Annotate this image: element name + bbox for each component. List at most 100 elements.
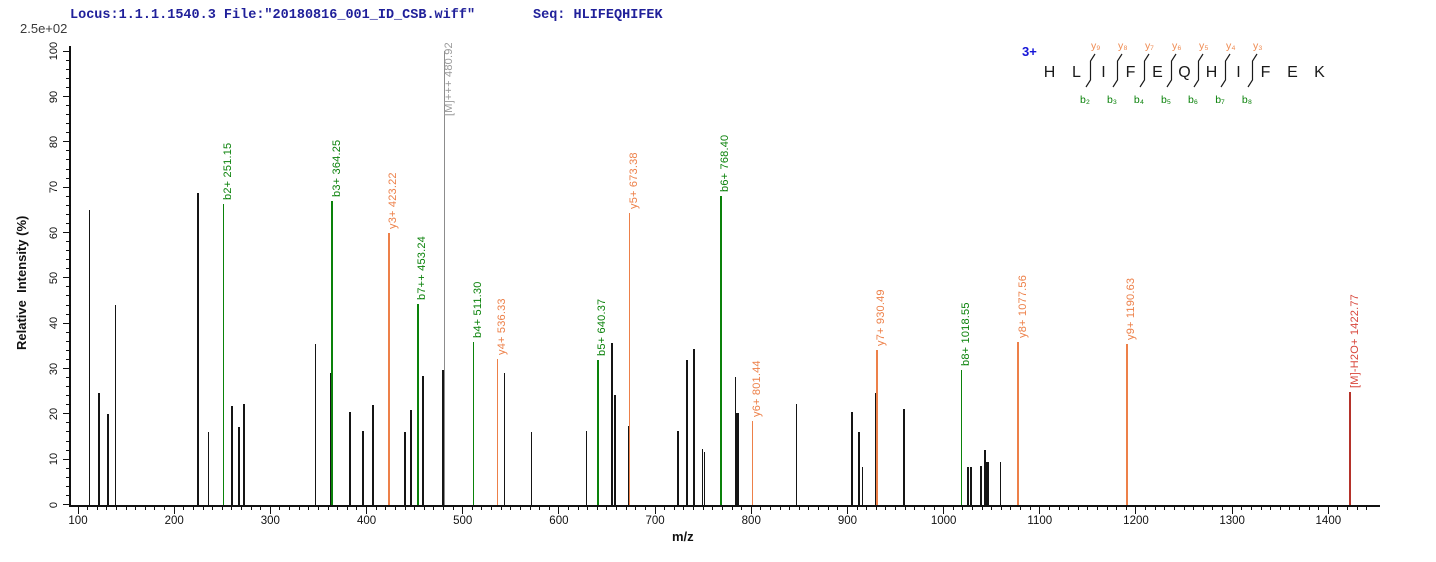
y-ion-label: y₅ <box>1199 40 1209 52</box>
x-tick-minor <box>327 506 329 510</box>
peak <box>970 467 972 505</box>
residue-letter: K <box>1314 64 1325 81</box>
x-tick-minor <box>741 506 743 510</box>
y-tick-major <box>63 322 70 324</box>
header-locus-file: Locus:1.1.1.1540.3 File:"20180816_001_ID… <box>70 8 476 23</box>
y-tick-minor <box>66 286 70 288</box>
b-ion-label: b₄ <box>1133 94 1145 106</box>
y-ion-label: y₈ <box>1118 40 1128 52</box>
y-tick-minor <box>66 86 70 88</box>
x-tick-major <box>77 506 79 514</box>
x-tick-major <box>269 506 271 514</box>
y-tick-major <box>63 50 70 52</box>
peak-label: b3+ 364.25 <box>330 139 343 197</box>
x-tick-minor <box>346 506 348 510</box>
x-tick-minor <box>577 506 579 510</box>
x-tick-minor <box>212 506 214 510</box>
x-tick-label: 1300 <box>1219 515 1245 527</box>
x-tick-label: 900 <box>837 515 858 527</box>
x-tick-minor <box>885 506 887 510</box>
x-tick-minor <box>1154 506 1156 510</box>
x-tick-minor <box>1289 506 1291 510</box>
x-tick-minor <box>923 506 925 510</box>
x-tick-minor <box>856 506 858 510</box>
x-tick-minor <box>693 506 695 510</box>
x-tick-minor <box>414 506 416 510</box>
peak <box>693 349 695 505</box>
b-ion-label: b₇ <box>1215 94 1225 106</box>
x-tick-minor <box>895 506 897 510</box>
y-tick-minor <box>66 168 70 170</box>
x-tick-minor <box>452 506 454 510</box>
x-tick-minor <box>971 506 973 510</box>
y-tick-minor <box>66 77 70 79</box>
y-tick-minor <box>66 159 70 161</box>
peak <box>999 462 1002 505</box>
x-tick-label: 800 <box>741 515 761 527</box>
x-tick-minor <box>308 506 310 510</box>
y-ion-label: y₆ <box>1172 40 1182 52</box>
x-tick-major <box>654 506 656 514</box>
peak <box>985 462 989 505</box>
x-tick-minor <box>337 506 339 510</box>
b-ion-label: b₈ <box>1241 94 1253 106</box>
y-tick-label: 0 <box>48 501 60 508</box>
fragmentation-mark-icon <box>1166 53 1177 88</box>
x-tick-minor <box>1270 506 1272 510</box>
peak-label: b5+ 640.37 <box>596 298 609 357</box>
y-tick-minor <box>66 340 70 342</box>
x-tick-minor <box>433 506 435 510</box>
x-tick-minor <box>548 506 550 510</box>
y-tick-minor <box>66 123 70 125</box>
y-tick-minor <box>66 150 70 152</box>
peak <box>967 467 969 505</box>
x-tick-minor <box>789 506 791 510</box>
labeled-peak <box>331 200 333 505</box>
peak-label: y3+ 423.22 <box>387 171 400 229</box>
x-tick-minor <box>952 506 954 510</box>
peak <box>404 431 406 505</box>
x-tick-minor <box>1356 506 1358 510</box>
x-tick-minor <box>933 506 935 510</box>
x-tick-minor <box>827 506 829 510</box>
peak <box>88 210 91 505</box>
x-tick-minor <box>500 506 502 510</box>
b-ion-label: b₂ <box>1080 94 1090 106</box>
charge-state-label: 3+ <box>1022 44 1037 59</box>
y-tick-label: 80 <box>48 135 60 148</box>
y-tick-minor <box>66 422 70 424</box>
y-tick-minor <box>66 377 70 379</box>
x-tick-minor <box>1202 506 1204 510</box>
peak-label: b4+ 511.30 <box>472 281 485 339</box>
x-tick-minor <box>164 506 166 510</box>
labeled-peak <box>1126 344 1128 505</box>
peak <box>627 425 630 505</box>
x-tick-major <box>366 506 368 514</box>
y-tick-major <box>63 458 70 460</box>
peak-label: b8+ 1018.55 <box>959 302 972 366</box>
x-tick-minor <box>991 506 993 510</box>
x-tick-minor <box>279 506 281 510</box>
x-tick-minor <box>87 506 89 510</box>
x-tick-minor <box>154 506 156 510</box>
x-tick-minor <box>1318 506 1320 510</box>
x-tick-minor <box>1173 506 1175 510</box>
x-tick-minor <box>1279 506 1281 510</box>
fragmentation-mark-icon <box>1220 53 1231 88</box>
peak-label: [M]-H2O+ 1422.77 <box>1348 294 1361 389</box>
x-tick-minor <box>144 506 146 510</box>
peak <box>362 430 365 505</box>
x-tick-label: 300 <box>260 515 280 527</box>
peak-label: y9+ 1190.63 <box>1125 278 1138 341</box>
y-tick-label: 60 <box>48 226 60 239</box>
y-tick-minor <box>66 440 70 442</box>
x-tick-minor <box>135 506 137 510</box>
x-axis-title: m/z <box>672 529 694 544</box>
x-tick-minor <box>442 506 444 510</box>
y-ion-label: y₇ <box>1145 40 1154 52</box>
peak-label: b6+ 768.40 <box>719 134 732 193</box>
residue-letter: F <box>1260 64 1271 81</box>
y-axis-scale-note: 2.5e+02 <box>20 21 68 36</box>
y-tick-minor <box>66 105 70 107</box>
